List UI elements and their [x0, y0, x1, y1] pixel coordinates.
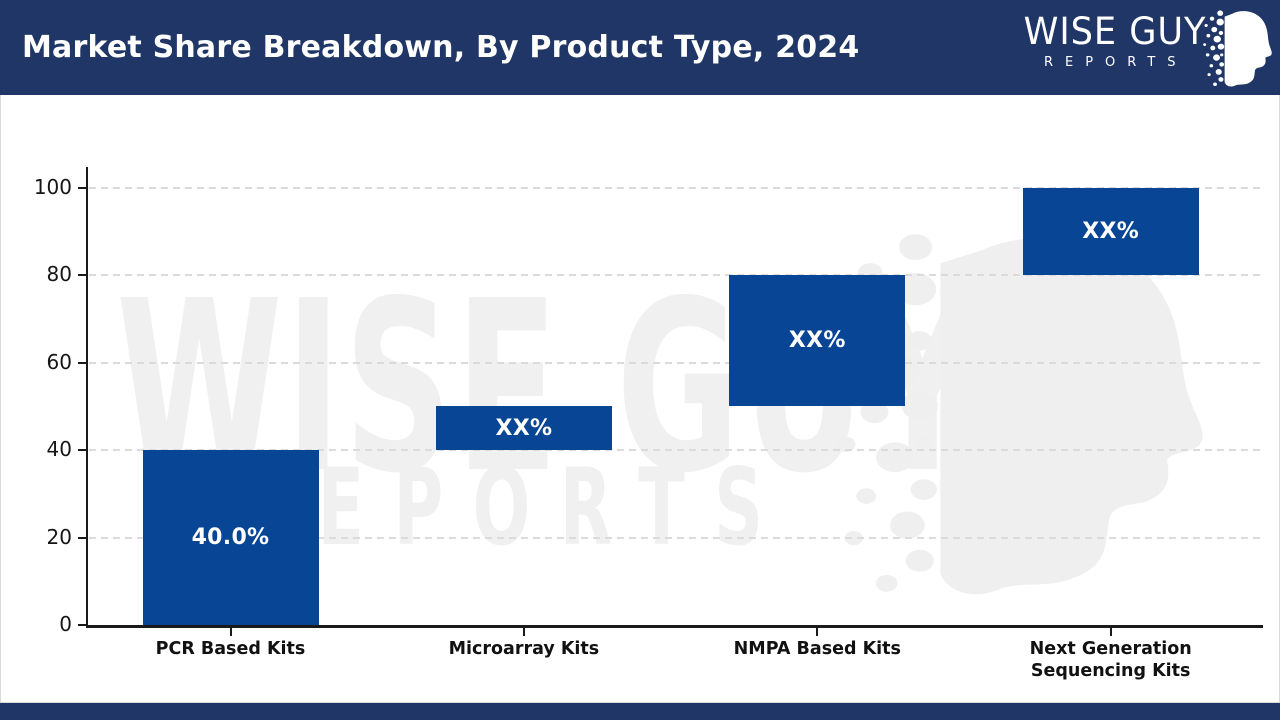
y-axis-tick-label: 0	[59, 612, 72, 636]
x-axis-tick-mark	[1109, 628, 1112, 636]
y-axis-tick-label: 100	[33, 174, 72, 199]
bar-pcr-based-kits: 40.0%	[142, 450, 319, 625]
gridline	[89, 361, 1262, 364]
y-axis-tick-mark	[78, 361, 87, 364]
gridline	[89, 449, 1262, 451]
bar-nmpa-based-kits: XX%	[729, 275, 906, 407]
gridline	[89, 186, 1262, 189]
page-title: Market Share Breakdown, By Product Type,…	[22, 30, 860, 65]
y-axis-tick-mark	[78, 536, 87, 539]
wiseguy-head-icon	[1203, 10, 1272, 87]
y-axis-tick-mark	[78, 624, 87, 626]
footer-bar	[0, 702, 1280, 720]
x-axis-category-label: Microarray Kits	[448, 639, 600, 659]
x-axis-category-label: NMPA Based Kits	[733, 639, 901, 659]
y-axis-spine	[86, 167, 88, 628]
x-axis-tick-mark	[229, 628, 232, 636]
x-axis-tick-mark	[816, 628, 819, 636]
gridline	[89, 536, 1262, 539]
y-axis-tick-mark	[78, 186, 87, 189]
y-axis-tick-label: 80	[46, 262, 72, 286]
bar-value-label: XX%	[1082, 218, 1140, 244]
header: Market Share Breakdown, By Product Type,…	[0, 0, 1280, 95]
y-axis-tick-mark	[78, 449, 87, 451]
bar-value-label: XX%	[495, 415, 553, 441]
y-axis-tick-mark	[78, 274, 87, 276]
wiseguy-logo-text: WISE GUY REPORTS	[1014, 10, 1206, 70]
y-axis-tick-label: 40	[46, 437, 72, 461]
logo-wordmark: WISE GUY	[1023, 10, 1206, 53]
y-axis-tick-label: 20	[46, 524, 72, 549]
x-axis-tick-mark	[522, 628, 525, 636]
watermark-subtitle: REPORTS	[236, 446, 793, 569]
y-axis-tick-label: 60	[46, 349, 72, 374]
wiseguy-logo: WISE GUY REPORTS	[988, 0, 1272, 95]
bar-microarray-kits: XX%	[435, 406, 612, 450]
logo-subtitle: REPORTS	[1043, 54, 1188, 70]
gridline	[89, 274, 1262, 276]
bar-next-generation-sequencing-kits: XX%	[1022, 187, 1199, 275]
x-axis-category-label: Next Generation Sequencing Kits	[1029, 639, 1192, 681]
x-axis-category-label: PCR Based Kits	[155, 639, 306, 659]
bar-value-label: 40.0%	[191, 525, 270, 550]
bar-value-label: XX%	[788, 328, 846, 354]
x-axis-spine	[86, 625, 1263, 628]
